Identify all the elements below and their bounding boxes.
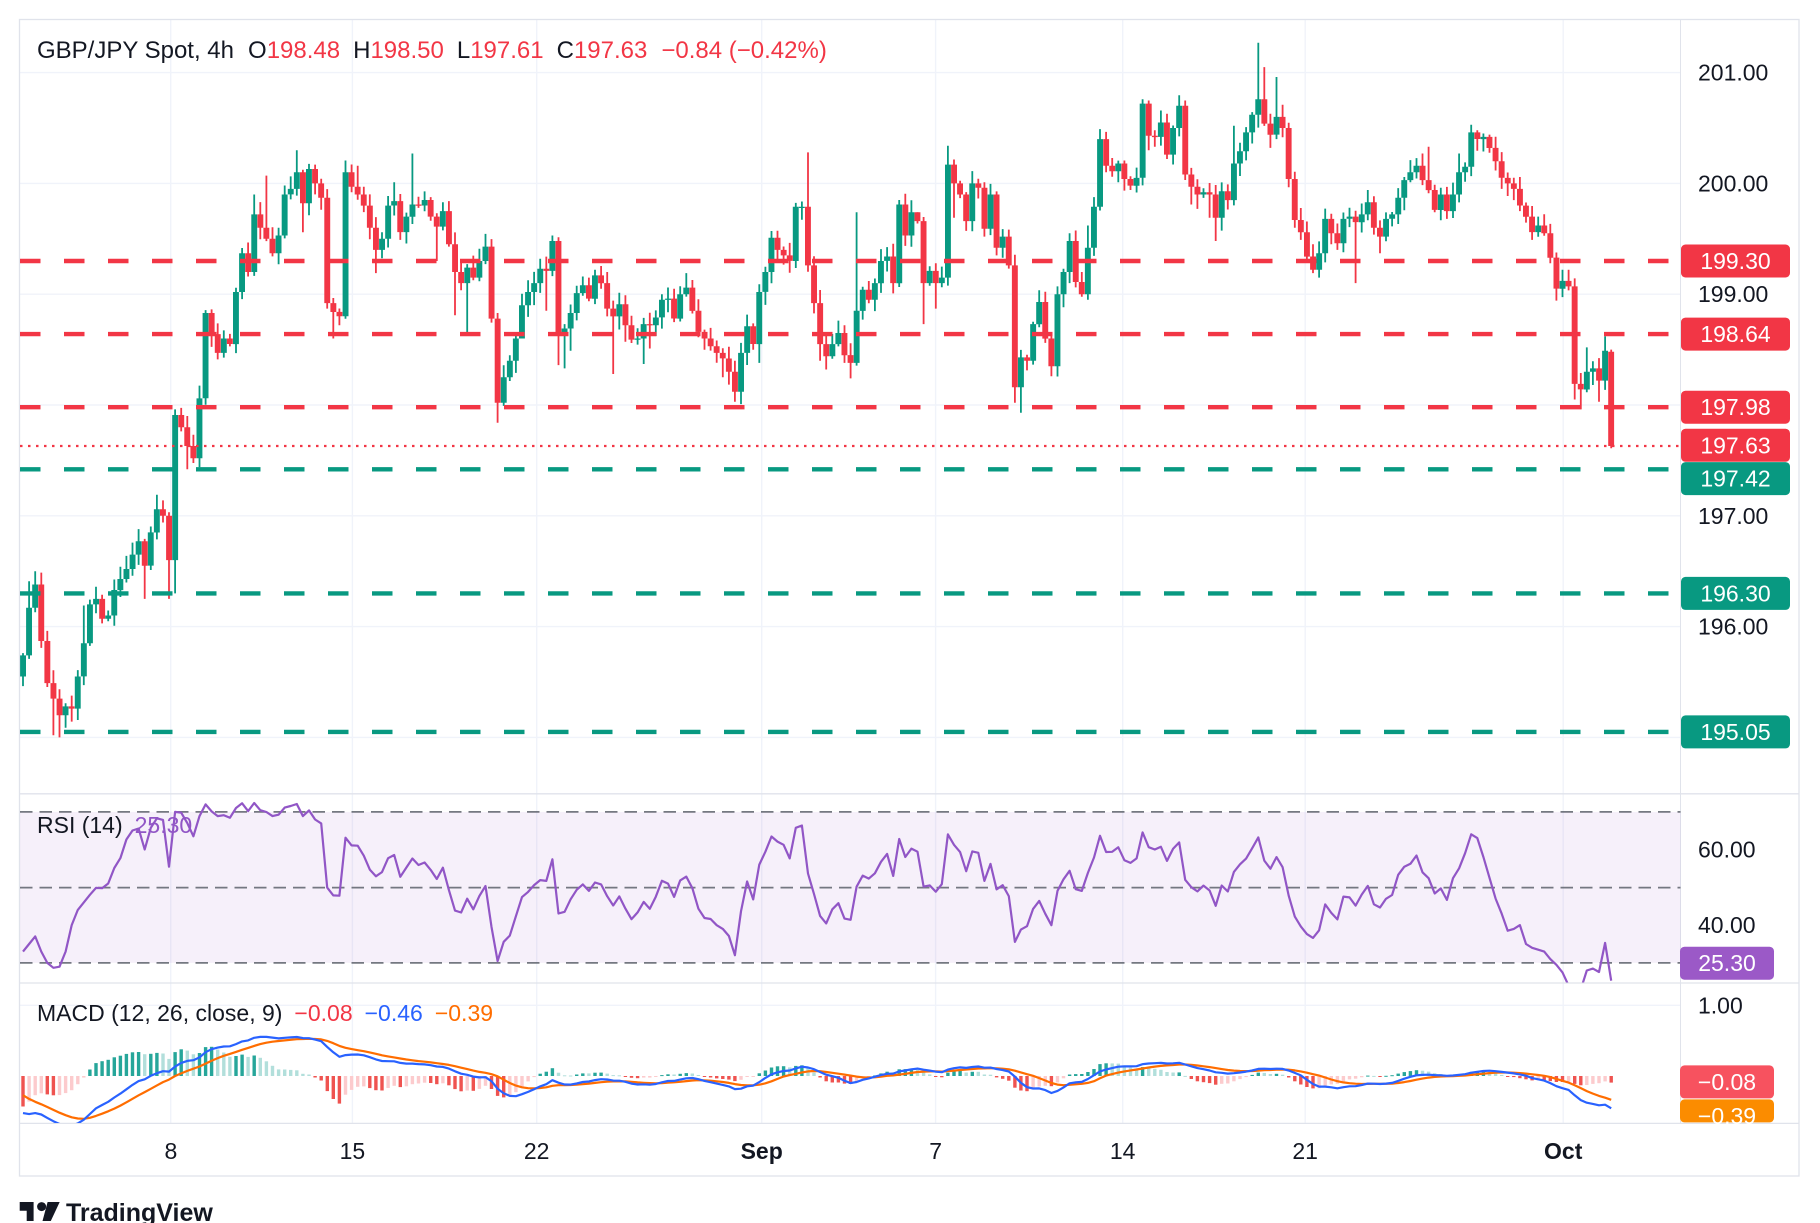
svg-text:22: 22 [524,1138,550,1164]
svg-text:196.30: 196.30 [1700,580,1770,606]
svg-text:197.42: 197.42 [1700,466,1770,492]
svg-text:199.30: 199.30 [1700,248,1770,274]
svg-text:60.00: 60.00 [1698,836,1756,862]
svg-text:−0.08: −0.08 [1698,1069,1756,1095]
svg-text:198.64: 198.64 [1700,321,1771,347]
svg-text:196.00: 196.00 [1698,614,1768,640]
svg-text:197.00: 197.00 [1698,503,1768,529]
svg-text:Oct: Oct [1544,1138,1583,1164]
svg-text:TradingView: TradingView [66,1199,213,1223]
svg-text:21: 21 [1292,1138,1318,1164]
svg-text:7: 7 [929,1138,942,1164]
svg-text:201.00: 201.00 [1698,60,1768,86]
svg-text:200.00: 200.00 [1698,170,1768,196]
svg-text:1.00: 1.00 [1698,992,1743,1018]
svg-text:MACD (12, 26, close, 9)−0.08−0: MACD (12, 26, close, 9) −0.08 −0.46 −0.39 [37,1000,493,1026]
svg-text:40.00: 40.00 [1698,912,1756,938]
svg-text:197.63: 197.63 [1700,432,1770,458]
svg-text:14: 14 [1110,1138,1136,1164]
svg-text:Sep: Sep [741,1138,783,1164]
svg-text:−0.39: −0.39 [1698,1103,1756,1129]
svg-text:15: 15 [340,1138,366,1164]
svg-text:197.98: 197.98 [1700,394,1770,420]
svg-text:8: 8 [165,1138,178,1164]
svg-text:25.30: 25.30 [1698,950,1756,976]
svg-text:195.05: 195.05 [1700,719,1770,745]
svg-text:199.00: 199.00 [1698,281,1768,307]
svg-text:RSI (14)25.30: RSI (14) 25.30 [37,812,192,838]
